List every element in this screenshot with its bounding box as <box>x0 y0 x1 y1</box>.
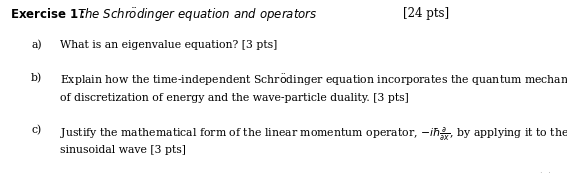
Text: What is an eigenvalue equation? [3 pts]: What is an eigenvalue equation? [3 pts] <box>60 40 277 50</box>
Text: Justify the mathematical form of the linear momentum operator, $-i\hbar\frac{\pa: Justify the mathematical form of the lin… <box>60 125 567 143</box>
Text: of discretization of energy and the wave-particle duality. [3 pts]: of discretization of energy and the wave… <box>60 93 408 103</box>
Text: a): a) <box>31 40 42 50</box>
Text: b): b) <box>31 73 43 83</box>
Text: sinusoidal wave [3 pts]: sinusoidal wave [3 pts] <box>60 145 185 155</box>
Text: [24 pts]: [24 pts] <box>403 7 448 20</box>
Text: $\mathbf{Exercise\ 1:}$: $\mathbf{Exercise\ 1:}$ <box>10 7 85 21</box>
Text: c): c) <box>31 125 41 136</box>
Text: Explain how the time-independent Schr$\ddot{\mathrm{o}}$dinger equation incorpor: Explain how the time-independent Schr$\d… <box>60 73 567 88</box>
Text: $\it{The\ Schr\ddot{o}dinger\ equation\ and\ operators}$: $\it{The\ Schr\ddot{o}dinger\ equation\ … <box>77 7 317 24</box>
